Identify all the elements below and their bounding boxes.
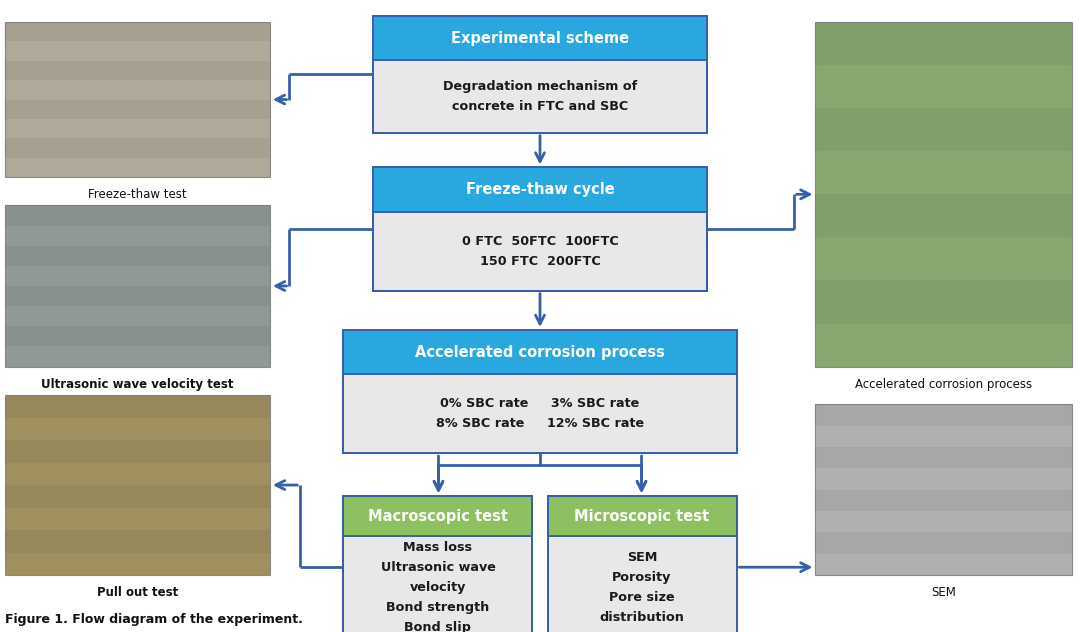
Bar <box>815 151 1072 195</box>
Text: Ultrasonic wave velocity test: Ultrasonic wave velocity test <box>41 378 234 391</box>
Bar <box>373 16 707 133</box>
Bar <box>5 346 270 367</box>
Bar <box>5 286 270 306</box>
Bar <box>343 496 532 536</box>
Bar <box>815 238 1072 281</box>
Bar <box>5 119 270 138</box>
Bar <box>5 205 270 367</box>
Bar <box>343 496 532 632</box>
Bar <box>5 418 270 440</box>
Bar <box>548 496 737 536</box>
Text: Pull out test: Pull out test <box>97 586 178 600</box>
Bar <box>548 536 737 632</box>
Bar <box>373 167 707 291</box>
Bar <box>5 80 270 99</box>
Text: 0% SBC rate     3% SBC rate
8% SBC rate     12% SBC rate: 0% SBC rate 3% SBC rate 8% SBC rate 12% … <box>436 397 644 430</box>
Bar <box>5 157 270 177</box>
Text: Freeze-thaw cycle: Freeze-thaw cycle <box>465 182 615 197</box>
Bar <box>5 395 270 418</box>
Text: Experimental scheme: Experimental scheme <box>451 30 629 46</box>
Bar <box>815 447 1072 468</box>
Bar <box>343 330 737 374</box>
Bar <box>5 205 270 226</box>
Bar <box>5 266 270 286</box>
Bar <box>5 485 270 507</box>
Bar <box>815 554 1072 575</box>
Bar <box>5 226 270 246</box>
Text: Figure 1. Flow diagram of the experiment.: Figure 1. Flow diagram of the experiment… <box>5 612 303 626</box>
Bar <box>5 507 270 530</box>
Bar <box>815 511 1072 532</box>
Bar <box>5 246 270 266</box>
Bar <box>5 42 270 61</box>
Bar <box>815 108 1072 151</box>
Text: Macroscopic test: Macroscopic test <box>368 509 508 523</box>
Bar <box>373 212 707 291</box>
Bar <box>373 60 707 133</box>
Bar <box>373 16 707 60</box>
Bar <box>815 324 1072 367</box>
Bar <box>548 496 737 632</box>
Bar <box>5 61 270 80</box>
Text: Degradation mechanism of
concrete in FTC and SBC: Degradation mechanism of concrete in FTC… <box>443 80 637 113</box>
Bar <box>5 326 270 346</box>
Text: SEM
Porosity
Pore size
distribution: SEM Porosity Pore size distribution <box>599 550 685 624</box>
Bar <box>815 426 1072 447</box>
Bar <box>815 490 1072 511</box>
Text: Microscopic test: Microscopic test <box>575 509 710 523</box>
Bar <box>5 306 270 326</box>
Bar <box>5 552 270 575</box>
Text: Accelerated corrosion process: Accelerated corrosion process <box>415 344 665 360</box>
Bar <box>5 138 270 157</box>
Bar <box>815 195 1072 238</box>
Bar <box>5 22 270 42</box>
Bar <box>343 536 532 632</box>
Text: 0 FTC  50FTC  100FTC
150 FTC  200FTC: 0 FTC 50FTC 100FTC 150 FTC 200FTC <box>461 234 619 268</box>
Bar <box>815 22 1072 65</box>
Bar <box>815 468 1072 490</box>
Bar <box>815 404 1072 426</box>
Bar <box>343 330 737 453</box>
Bar <box>815 65 1072 108</box>
Text: Mass loss
Ultrasonic wave
velocity
Bond strength
Bond slip: Mass loss Ultrasonic wave velocity Bond … <box>380 540 496 632</box>
Bar <box>343 374 737 453</box>
Text: SEM: SEM <box>931 586 957 600</box>
Text: Accelerated corrosion process: Accelerated corrosion process <box>855 378 1032 391</box>
Bar <box>5 22 270 177</box>
Bar <box>5 395 270 575</box>
Bar <box>5 463 270 485</box>
Bar <box>815 532 1072 554</box>
Bar <box>5 99 270 119</box>
Bar <box>5 530 270 552</box>
Bar <box>815 22 1072 367</box>
Bar <box>815 404 1072 575</box>
Bar <box>373 167 707 212</box>
Bar <box>815 281 1072 324</box>
Text: Freeze‑thaw test: Freeze‑thaw test <box>89 188 187 202</box>
Bar <box>5 440 270 463</box>
